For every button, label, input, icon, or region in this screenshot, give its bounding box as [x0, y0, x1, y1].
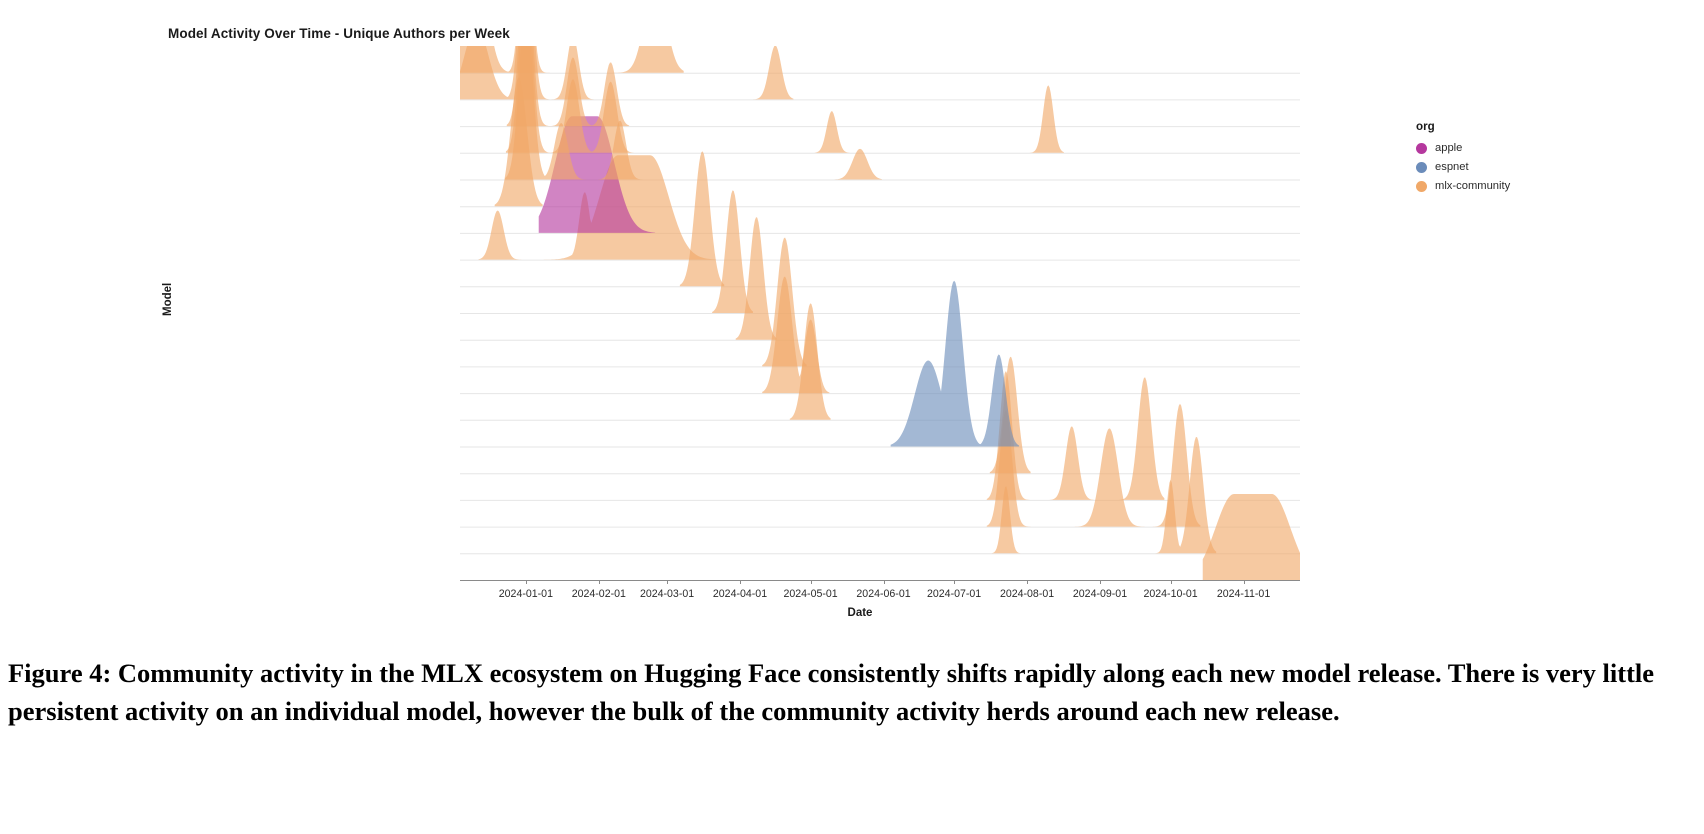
legend-item[interactable]: espnet: [1416, 158, 1510, 176]
x-tick-label: 2024-02-01: [571, 588, 626, 600]
legend-color-swatch-icon: [1416, 142, 1427, 154]
x-tick-label: 2024-01-01: [498, 588, 553, 600]
legend-item-label: mlx-community: [1435, 180, 1511, 192]
x-axis-line: [460, 580, 1300, 581]
figure-caption: Figure 4: Community activity in the MLX …: [8, 658, 1655, 726]
x-tick-mark: [883, 580, 885, 584]
x-tick-mark: [1170, 580, 1172, 584]
y-axis-labels: mlx-community/CodeLlama-7b-Python-mlxmlx…: [0, 46, 452, 580]
ridge-area: [679, 151, 725, 287]
ridge-area: [890, 280, 1020, 447]
x-tick-label: 2024-04-01: [712, 588, 768, 600]
x-tick-label: 2024-11-01: [1216, 588, 1271, 600]
legend-item-label: apple: [1435, 142, 1463, 154]
x-tick-label: 2024-05-01: [783, 588, 838, 600]
plot-area: [460, 46, 1300, 580]
ridge-area: [460, 46, 684, 73]
x-tick-label: 2024-03-01: [639, 588, 695, 600]
x-tick-mark: [525, 580, 527, 584]
x-tick-mark: [1243, 580, 1245, 584]
ridgeline-svg: [460, 46, 1300, 580]
legend-item[interactable]: apple: [1416, 139, 1510, 157]
x-tick-label: 2024-10-01: [1143, 588, 1198, 600]
ridge-area: [505, 46, 882, 180]
x-tick-mark: [954, 580, 956, 584]
x-tick-mark: [810, 580, 812, 584]
x-tick-mark: [667, 580, 669, 584]
ridge-area: [505, 46, 1064, 153]
x-tick-mark: [1027, 580, 1029, 584]
chart-title: Model Activity Over Time - Unique Author…: [168, 26, 510, 41]
x-tick-mark: [598, 580, 600, 584]
legend-color-swatch-icon: [1416, 161, 1427, 173]
legend-entries: apple espnet mlx-community: [1416, 139, 1510, 195]
ridge-area: [712, 190, 753, 313]
x-tick-mark: [1100, 580, 1101, 584]
ridge-area: [762, 237, 807, 367]
legend-title: org: [1416, 120, 1435, 133]
legend-item[interactable]: mlx-community: [1416, 177, 1510, 195]
ridgeline-chart: Model Activity Over Time - Unique Author…: [0, 26, 1510, 619]
legend-item-label: espnet: [1435, 161, 1469, 173]
x-tick-label: 2024-07-01: [927, 588, 982, 600]
legend-color-swatch-icon: [1416, 180, 1427, 192]
x-tick-label: 2024-09-01: [1072, 588, 1128, 600]
ridge-area: [1202, 494, 1300, 580]
x-axis-title: Date: [847, 607, 873, 619]
x-tick-label: 2024-08-01: [999, 588, 1055, 600]
x-tick-label: 2024-06-01: [856, 588, 911, 600]
ridge-area: [986, 403, 1201, 527]
x-tick-mark: [740, 580, 741, 584]
legend: org apple espnet mlx-community: [1416, 120, 1510, 196]
y-axis-title: Model: [162, 282, 174, 316]
